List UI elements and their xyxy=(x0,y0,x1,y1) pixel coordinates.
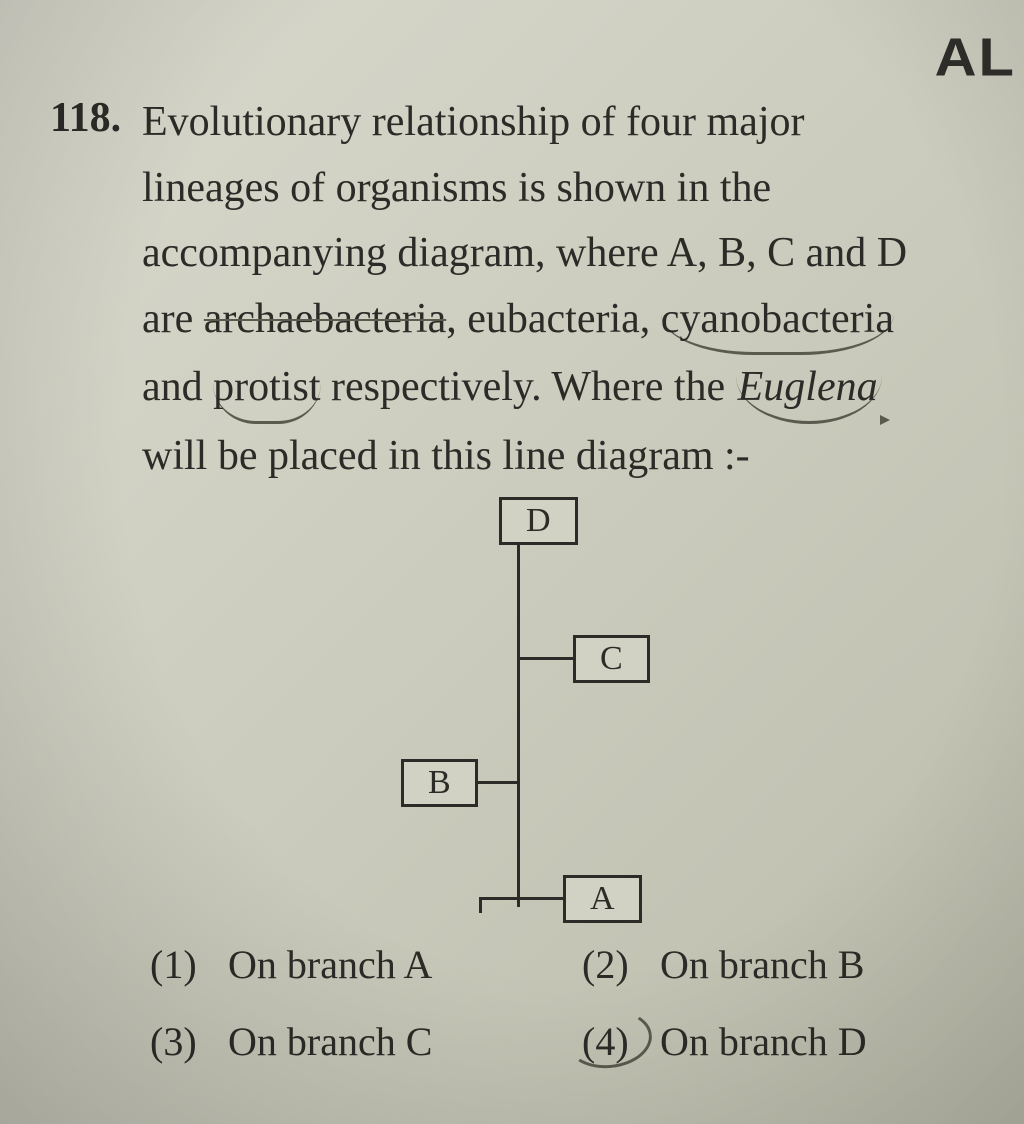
option-1-num: (1) xyxy=(150,941,214,988)
q-protist: protist xyxy=(213,355,320,424)
q-euglena: Euglena xyxy=(736,355,882,424)
q-line5-mid: respectively. Where the xyxy=(321,364,736,410)
answer-options: (1) On branch A (2) On branch B (3) On b… xyxy=(150,941,996,1065)
node-a: A xyxy=(563,875,642,923)
page: AL 118. Evolutionary relationship of fou… xyxy=(0,0,1024,1124)
branch-a-stub xyxy=(479,897,482,913)
node-c-label: C xyxy=(600,640,623,677)
option-4-text: On branch D xyxy=(660,1018,867,1065)
q-archaebacteria: archaebacteria xyxy=(204,296,446,342)
option-3[interactable]: (3) On branch C xyxy=(150,1018,564,1065)
option-2-text: On branch B xyxy=(660,941,864,988)
option-4[interactable]: (4) On branch D xyxy=(582,1018,996,1065)
q-line5-pre: and xyxy=(142,364,213,410)
branch-to-b xyxy=(473,781,520,784)
lineage-diagram: D C B A xyxy=(313,497,733,927)
question-block: 118. Evolutionary relationship of four m… xyxy=(50,90,996,489)
node-d-label: D xyxy=(526,502,551,539)
header-watermark: AL xyxy=(935,27,1016,89)
node-b-label: B xyxy=(428,764,451,801)
node-b: B xyxy=(401,759,478,807)
node-a-label: A xyxy=(590,880,615,917)
q-line2: lineages of organisms is shown in the xyxy=(142,165,771,211)
q-line4-mid: , eubacteria, xyxy=(446,296,661,342)
branch-to-c xyxy=(517,657,575,660)
option-1[interactable]: (1) On branch A xyxy=(150,941,564,988)
option-3-num: (3) xyxy=(150,1018,214,1065)
diagram-trunk xyxy=(517,531,520,907)
question-text: Evolutionary relationship of four major … xyxy=(142,90,996,489)
node-c: C xyxy=(573,635,650,683)
option-2-num: (2) xyxy=(582,941,646,988)
q-line1: Evolutionary relationship of four major xyxy=(142,99,805,145)
q-line6: will be placed in this line diagram :- xyxy=(142,433,750,479)
q-cyanobacteria: cyanobacteria xyxy=(661,287,894,356)
option-1-text: On branch A xyxy=(228,941,432,988)
q-line3: accompanying diagram, where A, B, C and … xyxy=(142,230,907,276)
option-4-num: (4) xyxy=(582,1018,646,1065)
q-line4-pre: are xyxy=(142,296,204,342)
branch-to-a xyxy=(479,897,565,900)
option-3-text: On branch C xyxy=(228,1018,432,1065)
option-2[interactable]: (2) On branch B xyxy=(582,941,996,988)
question-number: 118. xyxy=(50,90,142,142)
node-d: D xyxy=(499,497,578,545)
